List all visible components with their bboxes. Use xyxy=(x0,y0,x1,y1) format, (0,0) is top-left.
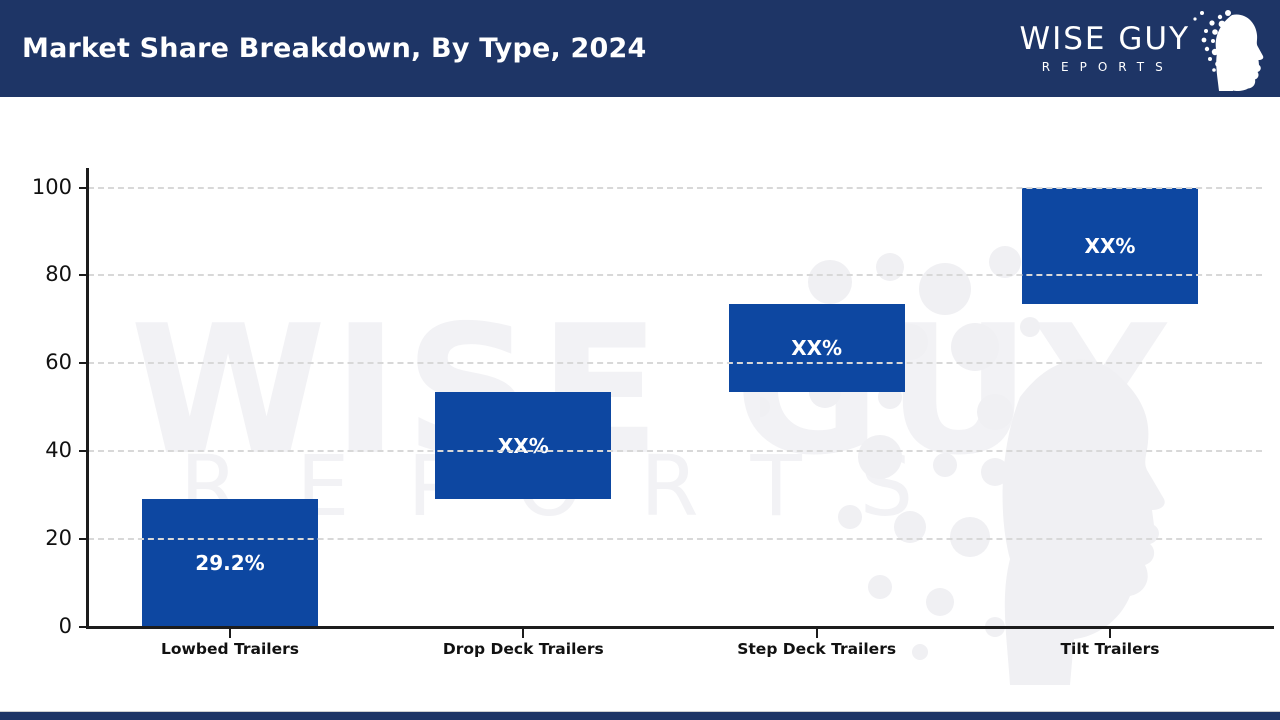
bar-value-label: XX% xyxy=(497,433,549,458)
wiseguy-logo-text: WISE GUY REPORTS xyxy=(1019,20,1190,74)
wiseguy-logo: WISE GUY REPORTS xyxy=(1019,7,1266,91)
gridline xyxy=(88,362,1262,365)
page-title: Market Share Breakdown, By Type, 2024 xyxy=(22,33,647,64)
gridline xyxy=(88,538,1262,541)
gridline xyxy=(88,450,1262,453)
y-tick-mark xyxy=(79,538,88,541)
bar: XX% xyxy=(728,303,905,393)
footer-bar xyxy=(0,711,1280,720)
x-tick-label: Lowbed Trailers xyxy=(161,640,299,658)
y-axis-spine xyxy=(86,168,89,629)
y-tick-label: 60 xyxy=(45,350,72,375)
y-tick-mark xyxy=(79,450,88,453)
bar: 29.2% xyxy=(142,498,318,627)
bar-value-label: XX% xyxy=(1084,233,1136,258)
wiseguy-head-icon xyxy=(1193,9,1264,91)
x-tick-label: Step Deck Trailers xyxy=(737,640,897,658)
x-tick-mark xyxy=(815,629,818,638)
y-tick-label: 20 xyxy=(45,526,72,551)
bar-value-label: XX% xyxy=(791,335,843,360)
y-tick-mark xyxy=(79,186,88,189)
gridline xyxy=(88,274,1262,277)
y-tick-mark xyxy=(79,362,88,365)
logo-wordmark: WISE GUY xyxy=(1019,20,1190,57)
y-tick-mark xyxy=(79,626,88,628)
y-tick-label: 100 xyxy=(31,174,72,199)
x-tick-label: Tilt Trailers xyxy=(1060,640,1160,658)
gridline xyxy=(88,186,1262,189)
header: Market Share Breakdown, By Type, 2024 WI… xyxy=(0,0,1280,97)
logo-subtitle: REPORTS xyxy=(1041,59,1174,74)
x-tick-mark xyxy=(1108,629,1111,638)
y-tick-label: 0 xyxy=(58,614,72,638)
bar: XX% xyxy=(435,392,612,499)
x-tick-mark xyxy=(229,629,231,638)
bar: XX% xyxy=(1021,187,1198,304)
y-tick-label: 40 xyxy=(45,438,72,463)
x-tick-label: Drop Deck Trailers xyxy=(442,640,604,658)
y-tick-label: 80 xyxy=(45,262,72,287)
x-tick-mark xyxy=(522,629,525,638)
y-tick-mark xyxy=(79,274,88,277)
bar-value-label: 29.2% xyxy=(195,550,265,575)
x-axis-spine xyxy=(86,626,1274,629)
